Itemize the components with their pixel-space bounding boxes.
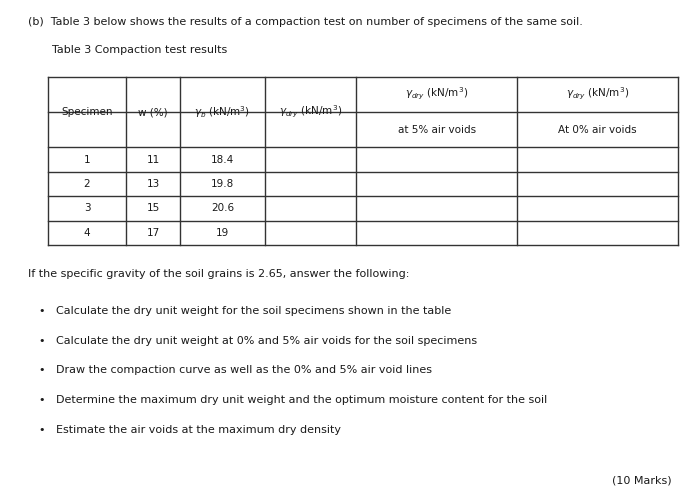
Text: Calculate the dry unit weight for the soil specimens shown in the table: Calculate the dry unit weight for the so… xyxy=(56,306,452,316)
Text: Estimate the air voids at the maximum dry density: Estimate the air voids at the maximum dr… xyxy=(56,425,341,435)
Text: 4: 4 xyxy=(84,228,90,238)
Text: 1: 1 xyxy=(84,154,90,165)
Text: $\gamma_b$ (kN/m$^3$): $\gamma_b$ (kN/m$^3$) xyxy=(195,104,251,120)
Text: •: • xyxy=(38,365,45,375)
Text: $\gamma_{dry}$ (kN/m$^3$): $\gamma_{dry}$ (kN/m$^3$) xyxy=(566,86,629,102)
Text: $\gamma_{dry}$ (kN/m$^3$): $\gamma_{dry}$ (kN/m$^3$) xyxy=(405,86,468,102)
Text: at 5% air voids: at 5% air voids xyxy=(398,125,476,135)
Text: Calculate the dry unit weight at 0% and 5% air voids for the soil specimens: Calculate the dry unit weight at 0% and … xyxy=(56,336,477,346)
Text: 11: 11 xyxy=(146,154,160,165)
Text: •: • xyxy=(38,395,45,405)
Text: If the specific gravity of the soil grains is 2.65, answer the following:: If the specific gravity of the soil grai… xyxy=(28,269,409,279)
Text: w (%): w (%) xyxy=(139,107,168,117)
Text: 19: 19 xyxy=(216,228,229,238)
Text: $\gamma_{dry}$ (kN/m$^3$): $\gamma_{dry}$ (kN/m$^3$) xyxy=(279,104,342,120)
Text: 20.6: 20.6 xyxy=(211,203,234,213)
Text: •: • xyxy=(38,425,45,435)
Text: 2: 2 xyxy=(84,179,90,189)
Text: 18.4: 18.4 xyxy=(211,154,234,165)
Text: •: • xyxy=(38,336,45,346)
Text: (10 Marks): (10 Marks) xyxy=(612,475,672,485)
Text: Table 3 Compaction test results: Table 3 Compaction test results xyxy=(52,45,228,54)
Text: Draw the compaction curve as well as the 0% and 5% air void lines: Draw the compaction curve as well as the… xyxy=(56,365,432,375)
Text: 17: 17 xyxy=(146,228,160,238)
Text: 19.8: 19.8 xyxy=(211,179,234,189)
Text: (b)  Table 3 below shows the results of a compaction test on number of specimens: (b) Table 3 below shows the results of a… xyxy=(28,17,583,27)
Text: •: • xyxy=(38,306,45,316)
Text: Determine the maximum dry unit weight and the optimum moisture content for the s: Determine the maximum dry unit weight an… xyxy=(56,395,547,405)
Text: 13: 13 xyxy=(146,179,160,189)
Text: At 0% air voids: At 0% air voids xyxy=(558,125,636,135)
Text: Specimen: Specimen xyxy=(61,107,113,117)
Text: 3: 3 xyxy=(84,203,90,213)
Text: 15: 15 xyxy=(146,203,160,213)
